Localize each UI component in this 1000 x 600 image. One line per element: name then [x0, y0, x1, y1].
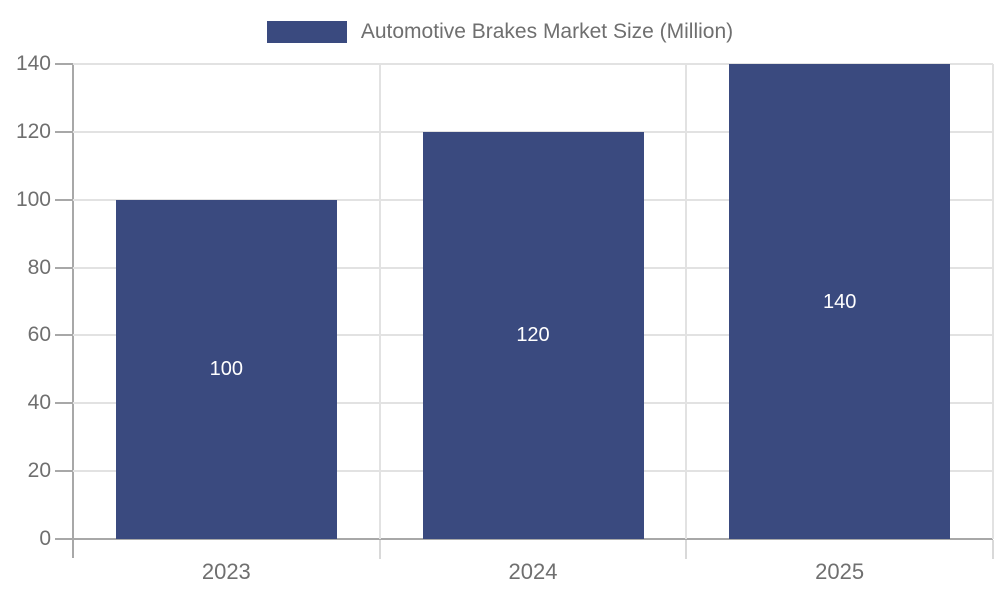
x-tick-2	[685, 540, 688, 559]
gridline-x-boundary-3	[992, 64, 994, 539]
y-tick-60	[55, 334, 73, 337]
gridline-x-boundary-1	[378, 64, 381, 539]
x-tick-label-2025: 2025	[815, 559, 865, 584]
y-tick-label-40: 40	[27, 391, 51, 415]
gridline-y-140	[73, 63, 993, 65]
bar-value-label-2023: 100	[209, 358, 244, 381]
y-tick-label-20: 20	[27, 459, 51, 483]
bar-value-label-2025: 140	[822, 290, 857, 313]
y-tick-label-80: 80	[27, 255, 51, 279]
y-tick-20	[55, 470, 73, 473]
y-tick-100	[55, 198, 73, 201]
x-tick-1	[378, 540, 381, 559]
y-tick-label-140: 140	[15, 52, 51, 75]
legend-swatch	[266, 21, 347, 43]
bar-value-label-2024: 120	[516, 324, 550, 347]
legend: Automotive Brakes Market Size (Million)	[0, 16, 1000, 48]
bar-2023: 100	[115, 199, 337, 539]
y-tick-40	[55, 402, 73, 405]
y-tick-label-0: 0	[39, 527, 51, 550]
x-axis-line	[72, 538, 993, 540]
legend-label: Automotive Brakes Market Size (Million)	[360, 20, 734, 43]
y-axis-line	[72, 64, 74, 558]
x-tick-label-2024: 2024	[508, 559, 558, 584]
x-tick-label-2023: 2023	[201, 559, 251, 584]
plot-area: 100 120 140	[73, 63, 994, 539]
x-tick-3	[992, 540, 994, 559]
y-tick-label-60: 60	[27, 323, 51, 347]
y-tick-0	[55, 538, 73, 540]
y-tick-80	[55, 266, 73, 269]
gridline-x-boundary-2	[685, 64, 688, 539]
y-tick-140	[55, 63, 73, 65]
y-tick-label-100: 100	[15, 187, 51, 211]
bar-2024: 120	[422, 131, 644, 539]
y-tick-120	[55, 130, 73, 133]
bar-2025: 140	[729, 64, 951, 539]
y-tick-label-120: 120	[15, 119, 51, 143]
